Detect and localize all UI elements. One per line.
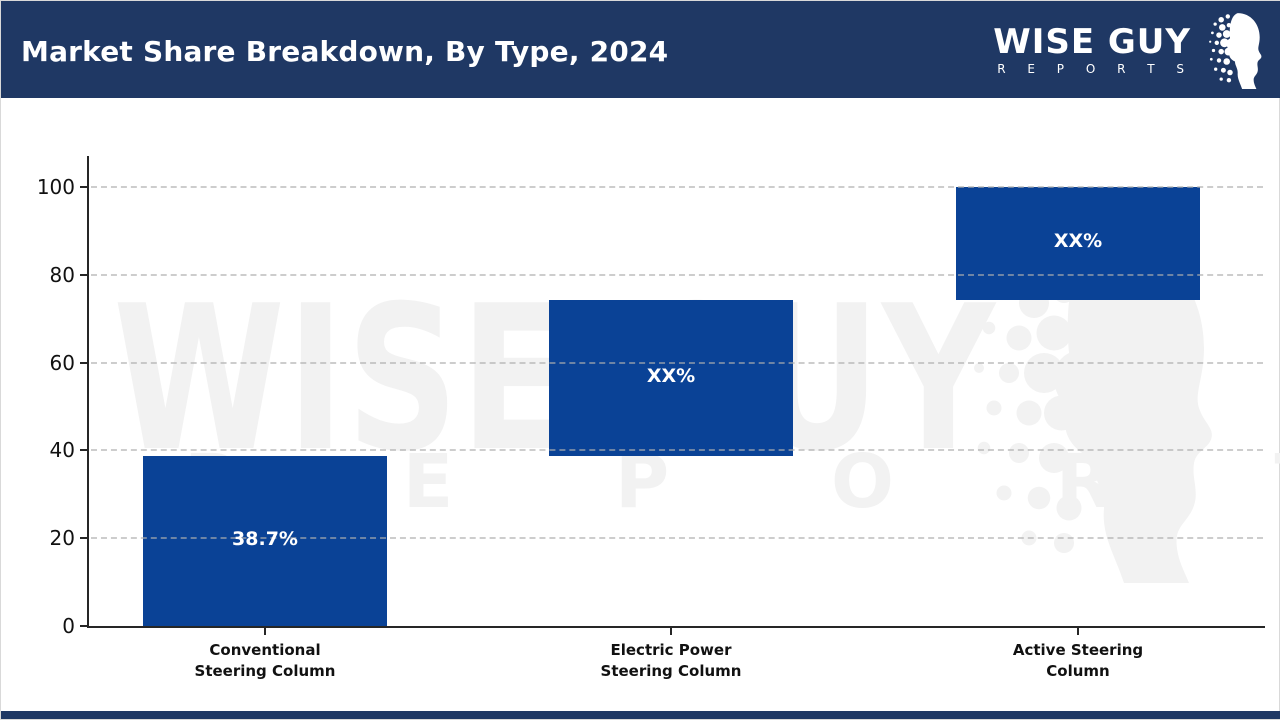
y-tick-20 <box>80 537 87 540</box>
bar-value-label-2: XX% <box>646 364 696 387</box>
gridline-100 <box>91 186 1263 188</box>
y-tick-label-100: 100 <box>36 175 75 199</box>
footer-bar <box>1 711 1280 719</box>
x-category-label-3: Active Steering Column <box>918 640 1238 682</box>
brand-logo-name: WISE GUY <box>993 22 1192 62</box>
y-tick-0 <box>80 625 87 627</box>
x-category-label-line: Steering Column <box>600 662 742 680</box>
bar-value-label-3: XX% <box>1053 230 1103 253</box>
bar-segment-3 <box>956 187 1200 300</box>
x-category-label-2: Electric Power Steering Column <box>511 640 831 682</box>
y-tick-40 <box>80 449 87 452</box>
x-category-label-line: Steering Column <box>194 662 336 680</box>
page-title: Market Share Breakdown, By Type, 2024 <box>21 35 669 68</box>
x-category-label-line: Conventional <box>209 641 321 659</box>
y-tick-label-20: 20 <box>49 526 75 551</box>
brand-logo-subtitle: R E P O R T S <box>997 62 1193 76</box>
x-category-label-line: Column <box>1046 662 1110 680</box>
x-axis-line <box>87 626 1265 628</box>
y-tick-label-40: 40 <box>49 438 75 463</box>
gridline-40 <box>91 449 1263 452</box>
brand-face-icon <box>1209 12 1262 89</box>
y-tick-label-0: 0 <box>62 614 75 638</box>
y-axis-line <box>87 156 89 628</box>
y-tick-label-80: 80 <box>49 262 75 287</box>
y-tick-60 <box>80 361 87 364</box>
x-category-label-line: Active Steering <box>1012 641 1144 659</box>
chart-area: 0 20 40 60 80 100 38.7% XX% XX% Conventional Steer… <box>1 98 1280 713</box>
bar-segment-1 <box>143 456 387 626</box>
y-tick-100 <box>80 186 87 188</box>
x-tick-1 <box>264 628 266 635</box>
gridline-20 <box>91 537 1263 540</box>
gridline-60 <box>91 361 1263 364</box>
gridline-80 <box>91 273 1263 276</box>
x-tick-3 <box>1077 628 1079 635</box>
x-category-label-line: Electric Power <box>610 641 732 659</box>
brand-logo: WISE GUY R E P O R T S <box>991 9 1263 91</box>
bar-segment-2 <box>549 299 793 457</box>
brand-logo-text: WISE GUY R E P O R T S <box>991 24 1193 76</box>
bar-value-label-1: 38.7% <box>232 528 298 551</box>
x-category-label-1: Conventional Steering Column <box>105 640 425 682</box>
y-tick-80 <box>80 273 87 276</box>
header-banner: Market Share Breakdown, By Type, 2024 WI… <box>1 1 1280 98</box>
y-tick-label-60: 60 <box>49 350 75 375</box>
x-tick-2 <box>670 628 672 635</box>
